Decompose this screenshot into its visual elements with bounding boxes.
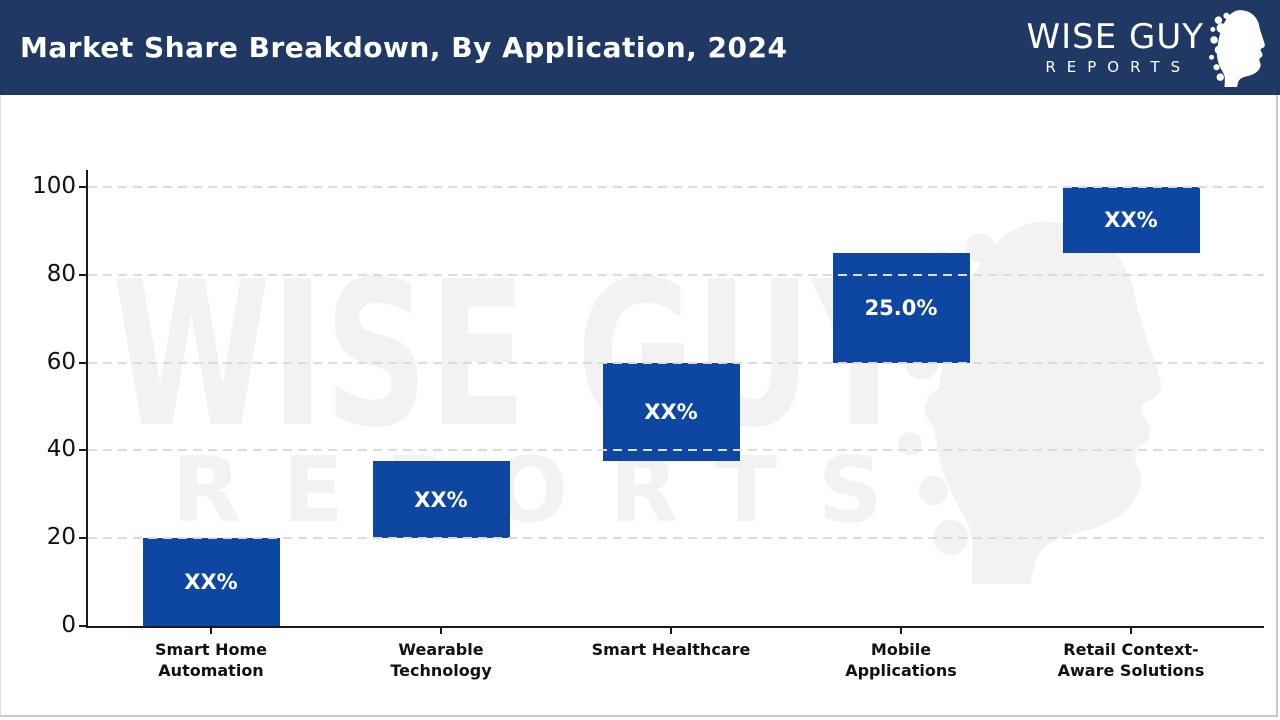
y-axis-tick: [79, 537, 87, 540]
bar: XX%: [1062, 187, 1200, 253]
gridline: [88, 186, 1264, 188]
logo-text: WISE GUY REPORTS: [1026, 20, 1204, 75]
x-axis-tick: [210, 627, 212, 634]
bar: XX%: [372, 461, 510, 539]
wise-guy-logo: WISE GUY REPORTS: [1026, 7, 1268, 89]
x-category-label: Wearable Technology: [390, 640, 492, 680]
logo-wordmark: WISE GUY: [1026, 17, 1204, 57]
x-axis-tick: [670, 627, 672, 634]
bar-value-label: XX%: [1104, 207, 1158, 232]
frame-right-border: [1276, 95, 1278, 717]
y-axis-line: [86, 170, 88, 628]
y-axis-tick-label: 40: [46, 436, 76, 463]
bar: XX%: [602, 362, 740, 462]
bar: XX%: [142, 538, 280, 626]
y-axis-tick: [79, 625, 87, 627]
bar-value-label: XX%: [414, 487, 468, 512]
y-axis-tick: [79, 273, 87, 276]
x-axis-tick: [900, 627, 902, 634]
x-axis-line: [86, 626, 1264, 628]
header-bar: Market Share Breakdown, By Application, …: [0, 0, 1280, 95]
page-title: Market Share Breakdown, By Application, …: [20, 31, 788, 64]
x-axis-tick: [1130, 627, 1132, 634]
gridline: [88, 361, 1264, 364]
bar-value-label: 25.0%: [864, 295, 938, 320]
gridline: [88, 449, 1264, 452]
x-category-label: Smart Healthcare: [591, 640, 751, 659]
x-category-label: Mobile Applications: [845, 640, 957, 680]
frame-left-border: [0, 95, 1, 717]
y-axis-tick-label: 80: [46, 260, 76, 287]
bar-value-label: XX%: [644, 399, 698, 424]
bar: 25.0%: [832, 252, 970, 363]
y-axis-tick: [79, 361, 87, 364]
y-axis-tick-label: 60: [46, 348, 76, 375]
y-axis-tick: [79, 449, 87, 452]
y-axis-tick-label: 20: [46, 524, 76, 551]
frame-bottom-border: [0, 715, 1278, 717]
waterfall-chart: XX% XX% XX% 25.0% XX% 0 20 40 60 80 100 Smart Home …: [0, 95, 1280, 720]
logo-subtitle: REPORTS: [1045, 58, 1192, 76]
watermark-wordmark: WISE GUY: [112, 239, 917, 472]
logo-head-icon: [1209, 9, 1265, 87]
y-axis-tick-label: 0: [61, 612, 76, 638]
x-axis-tick: [440, 627, 442, 634]
gridline: [88, 537, 1264, 540]
x-category-label: Retail Context- Aware Solutions: [1057, 640, 1205, 680]
y-axis-tick: [79, 186, 87, 188]
gridline: [88, 273, 1264, 276]
x-category-label: Smart Home Automation: [154, 640, 267, 680]
watermark-subtitle: REPORTS: [172, 438, 924, 543]
bar-value-label: XX%: [184, 570, 238, 595]
y-axis-tick-label: 100: [32, 173, 76, 199]
